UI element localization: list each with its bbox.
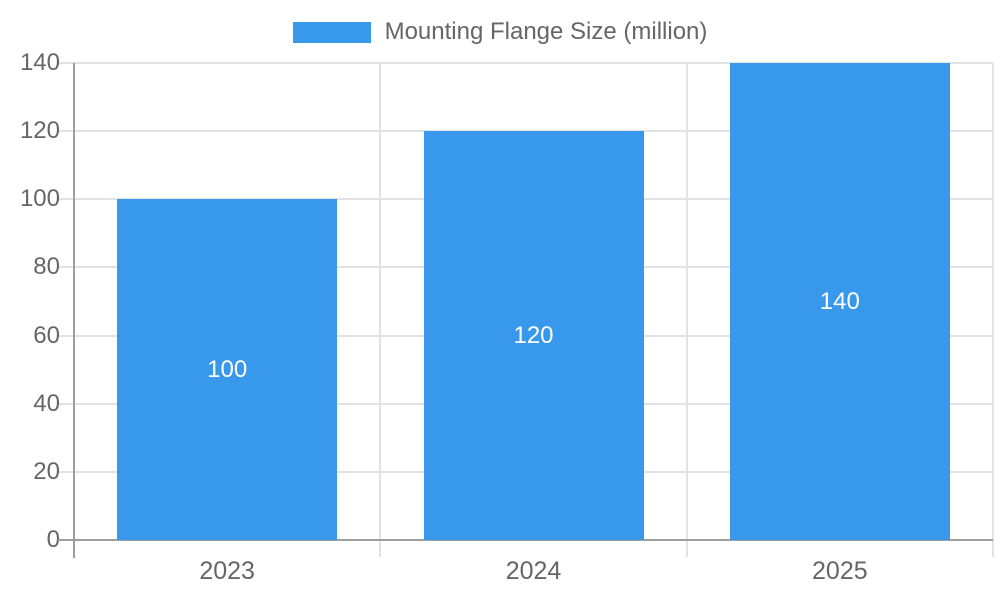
legend-swatch — [292, 21, 371, 43]
chart-legend: Mounting Flange Size (million) — [0, 18, 1000, 46]
y-axis-line — [73, 63, 75, 558]
y-axis-tick-label: 140 — [19, 49, 60, 76]
x-axis-tick-label: 2025 — [812, 557, 868, 585]
h-gridline — [58, 62, 993, 64]
legend-item[interactable]: Mounting Flange Size (million) — [292, 18, 708, 46]
bar-value-label: 120 — [513, 321, 554, 349]
x-axis-tick-label: 2023 — [199, 557, 255, 585]
y-axis-tick-label: 60 — [33, 321, 60, 349]
bar-2025[interactable] — [729, 63, 950, 540]
x-axis-tick-label: 2024 — [505, 557, 562, 585]
legend-label: Mounting Flange Size (million) — [384, 18, 708, 45]
y-axis-tick-label: 20 — [33, 457, 60, 485]
v-gridline — [685, 63, 688, 557]
x-axis-line — [58, 539, 993, 541]
bar-2023[interactable] — [117, 199, 338, 540]
y-axis-tick-label: 100 — [19, 185, 60, 213]
y-axis-tick-label: 80 — [33, 253, 60, 281]
y-axis-tick-label: 0 — [46, 526, 60, 553]
bar-2024[interactable] — [423, 131, 644, 540]
bar-value-label: 140 — [819, 287, 860, 315]
y-axis-tick-label: 40 — [33, 389, 60, 417]
bar-value-label: 100 — [207, 355, 248, 383]
y-axis-tick-label: 120 — [19, 117, 60, 145]
v-gridline — [992, 63, 994, 557]
v-gridline — [379, 63, 382, 557]
